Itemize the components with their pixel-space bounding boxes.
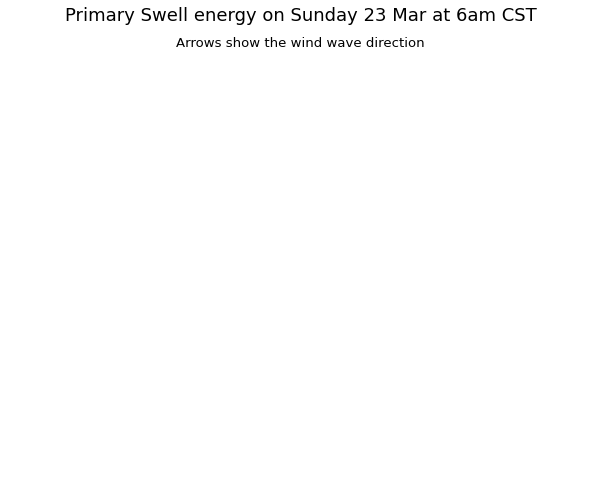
Text: Primary Swell energy on Sunday 23 Mar at 6am CST: Primary Swell energy on Sunday 23 Mar at… <box>65 7 536 25</box>
Text: Error: No module named 'cartopy': Error: No module named 'cartopy' <box>206 267 395 277</box>
Text: Arrows show the wind wave direction: Arrows show the wind wave direction <box>176 37 425 50</box>
